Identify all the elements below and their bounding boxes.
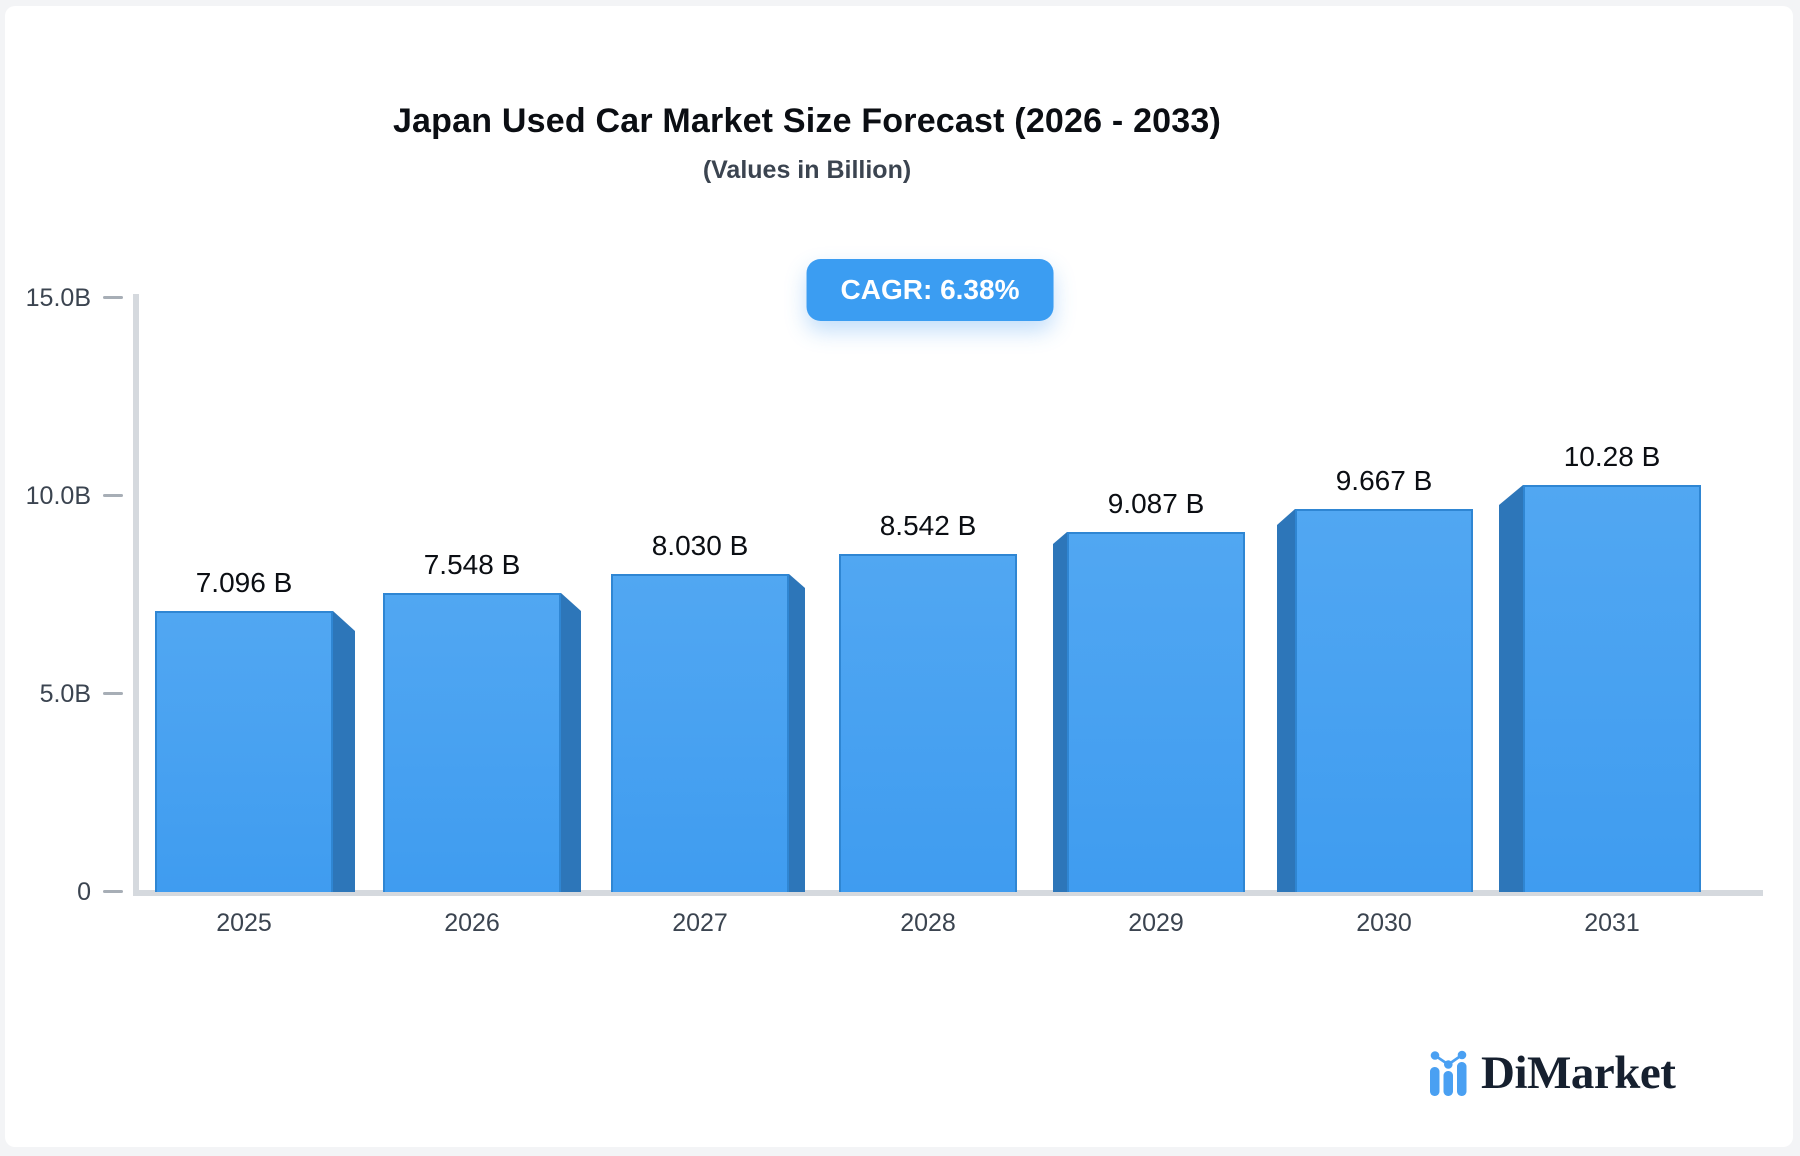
y-axis-tick-mark	[103, 494, 123, 497]
bar-group[interactable]: 9.087 B 2029	[1053, 484, 1245, 952]
y-axis-tick-label: 10.0B	[25, 482, 91, 510]
bar-3d-side-face	[1499, 485, 1523, 892]
chart-title: Japan Used Car Market Size Forecast (202…	[392, 102, 1222, 140]
chart-card: Japan Used Car Market Size Forecast (202…	[5, 6, 1793, 1147]
cagr-badge: CAGR: 6.38%	[806, 259, 1054, 321]
bar-front-face	[383, 593, 561, 892]
x-axis-line	[133, 890, 1763, 896]
bar-front-face	[1523, 485, 1701, 892]
bar-group[interactable]: 7.096 B 2025	[155, 563, 355, 952]
bar-group[interactable]: 9.667 B 2030	[1277, 461, 1473, 952]
bar-group[interactable]: 7.548 B 2026	[383, 545, 581, 952]
bar-value-label: 7.548 B	[423, 549, 521, 580]
bar-group[interactable]: 10.28 B 2031	[1499, 437, 1701, 952]
dimarket-logo: DiMarket	[1429, 1046, 1676, 1100]
bar-value-label: 9.087 B	[1107, 488, 1205, 519]
bar-front-face	[1067, 532, 1245, 892]
chart-subtitle: (Values in Billion)	[702, 156, 912, 184]
y-axis-tick-mark	[103, 692, 123, 695]
bar-3d-side-face	[333, 611, 355, 892]
bar-value-label: 10.28 B	[1563, 441, 1661, 472]
x-axis-category-label: 2028	[900, 909, 956, 937]
y-axis-tick-mark	[103, 296, 123, 299]
bar-3d-side-face	[789, 574, 805, 892]
y-axis-tick-label: 5.0B	[39, 680, 91, 708]
y-axis-tick-mark	[103, 890, 123, 893]
dimarket-logo-text: DiMarket	[1481, 1047, 1676, 1099]
y-axis-line	[133, 294, 139, 894]
bar-front-face	[1295, 509, 1473, 892]
bar-3d-side-face	[1053, 532, 1067, 892]
bar-value-label: 8.030 B	[651, 530, 749, 561]
x-axis-category-label: 2026	[444, 909, 500, 937]
y-axis-tick-label: 0	[77, 878, 91, 906]
bar-front-face	[839, 554, 1017, 892]
bar-3d-side-face	[561, 593, 581, 892]
x-axis-category-label: 2029	[1128, 909, 1184, 937]
bar-3d-side-face	[1277, 509, 1295, 892]
x-axis-category-label: 2031	[1584, 909, 1640, 937]
bar-value-label: 7.096 B	[195, 567, 293, 598]
y-axis-tick-label: 15.0B	[25, 284, 91, 312]
dimarket-logo-icon	[1430, 1050, 1467, 1096]
x-axis-category-label: 2030	[1356, 909, 1412, 937]
x-axis-category-label: 2025	[216, 909, 272, 937]
bar-value-label: 9.667 B	[1335, 465, 1433, 496]
bar-front-face	[611, 574, 789, 892]
bar-front-face	[155, 611, 333, 892]
bar-group[interactable]: 8.542 B 2028	[839, 506, 1017, 952]
bar-value-label: 8.542 B	[879, 510, 977, 541]
x-axis-category-label: 2027	[672, 909, 728, 937]
bar-group[interactable]: 8.030 B 2027	[611, 526, 805, 952]
